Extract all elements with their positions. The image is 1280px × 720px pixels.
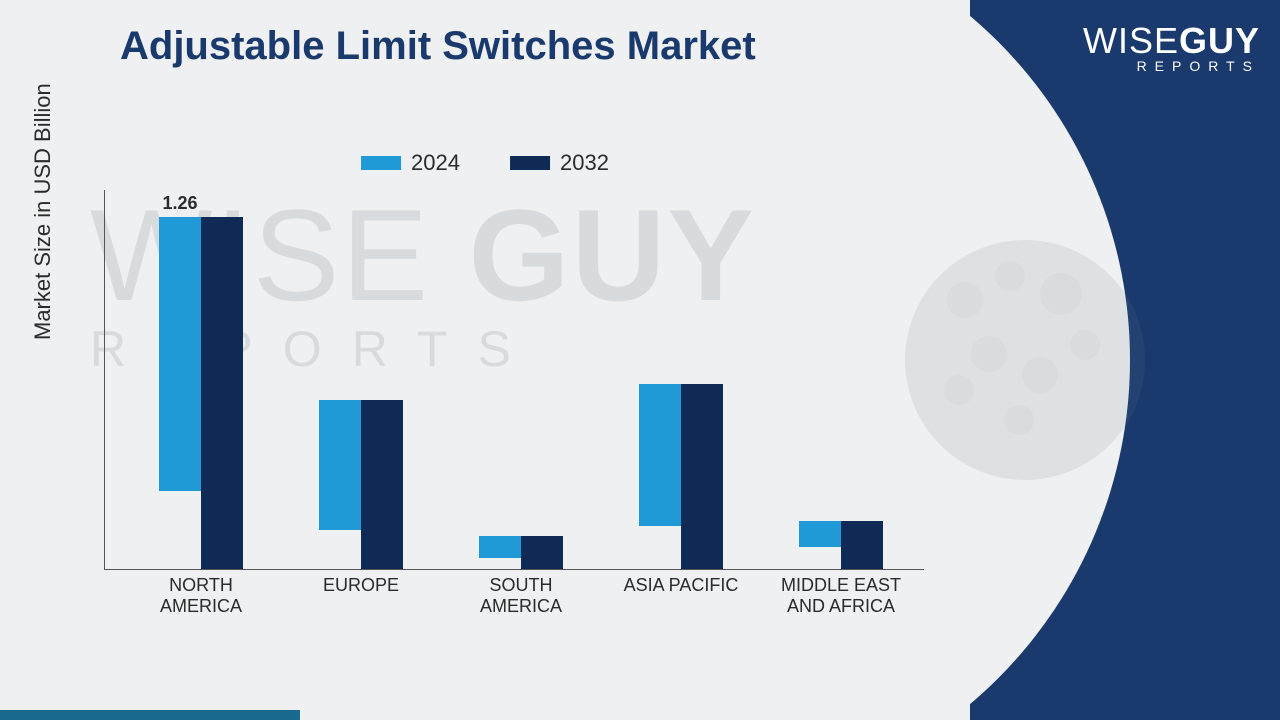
bar-group: MIDDLE EAST AND AFRICA <box>791 521 891 569</box>
brand-logo-top: WISEGUY REPORTS <box>1083 20 1260 74</box>
bar-2032 <box>841 521 883 569</box>
bar-2024 <box>799 521 841 547</box>
accent-bottom-bar <box>0 710 300 720</box>
bar-group: SOUTH AMERICA <box>471 536 571 569</box>
category-label: MIDDLE EAST AND AFRICA <box>776 575 906 616</box>
bar-2024 <box>319 400 361 530</box>
bar-value-label: 1.26 <box>162 193 197 214</box>
bar-group: EUROPE <box>311 400 411 569</box>
y-axis-label: Market Size in USD Billion <box>30 83 56 340</box>
category-label: SOUTH AMERICA <box>456 575 586 616</box>
bar-group: 1.26NORTH AMERICA <box>151 217 251 569</box>
bar-2032 <box>201 217 243 569</box>
legend-item-2032: 2032 <box>510 150 609 176</box>
bar-2032 <box>521 536 563 569</box>
bar-2024 <box>479 536 521 558</box>
legend-swatch-2032 <box>510 156 550 170</box>
chart-legend: 2024 2032 <box>361 150 609 176</box>
chart-title: Adjustable Limit Switches Market <box>120 24 756 69</box>
bar-2032 <box>361 400 403 569</box>
category-label: ASIA PACIFIC <box>616 575 746 596</box>
legend-label-2024: 2024 <box>411 150 460 176</box>
category-label: EUROPE <box>296 575 426 596</box>
bar-2024: 1.26 <box>159 217 201 491</box>
legend-item-2024: 2024 <box>361 150 460 176</box>
bar-group: ASIA PACIFIC <box>631 384 731 569</box>
bar-2032 <box>681 384 723 569</box>
legend-label-2032: 2032 <box>560 150 609 176</box>
chart-area: 2024 2032 Market Size in USD Billion 1.2… <box>50 150 920 690</box>
legend-swatch-2024 <box>361 156 401 170</box>
category-label: NORTH AMERICA <box>136 575 266 616</box>
chart-plot: 1.26NORTH AMERICA EUROPE SOUTH AMERICA ASIA… <box>104 190 924 570</box>
bar-2024 <box>639 384 681 525</box>
